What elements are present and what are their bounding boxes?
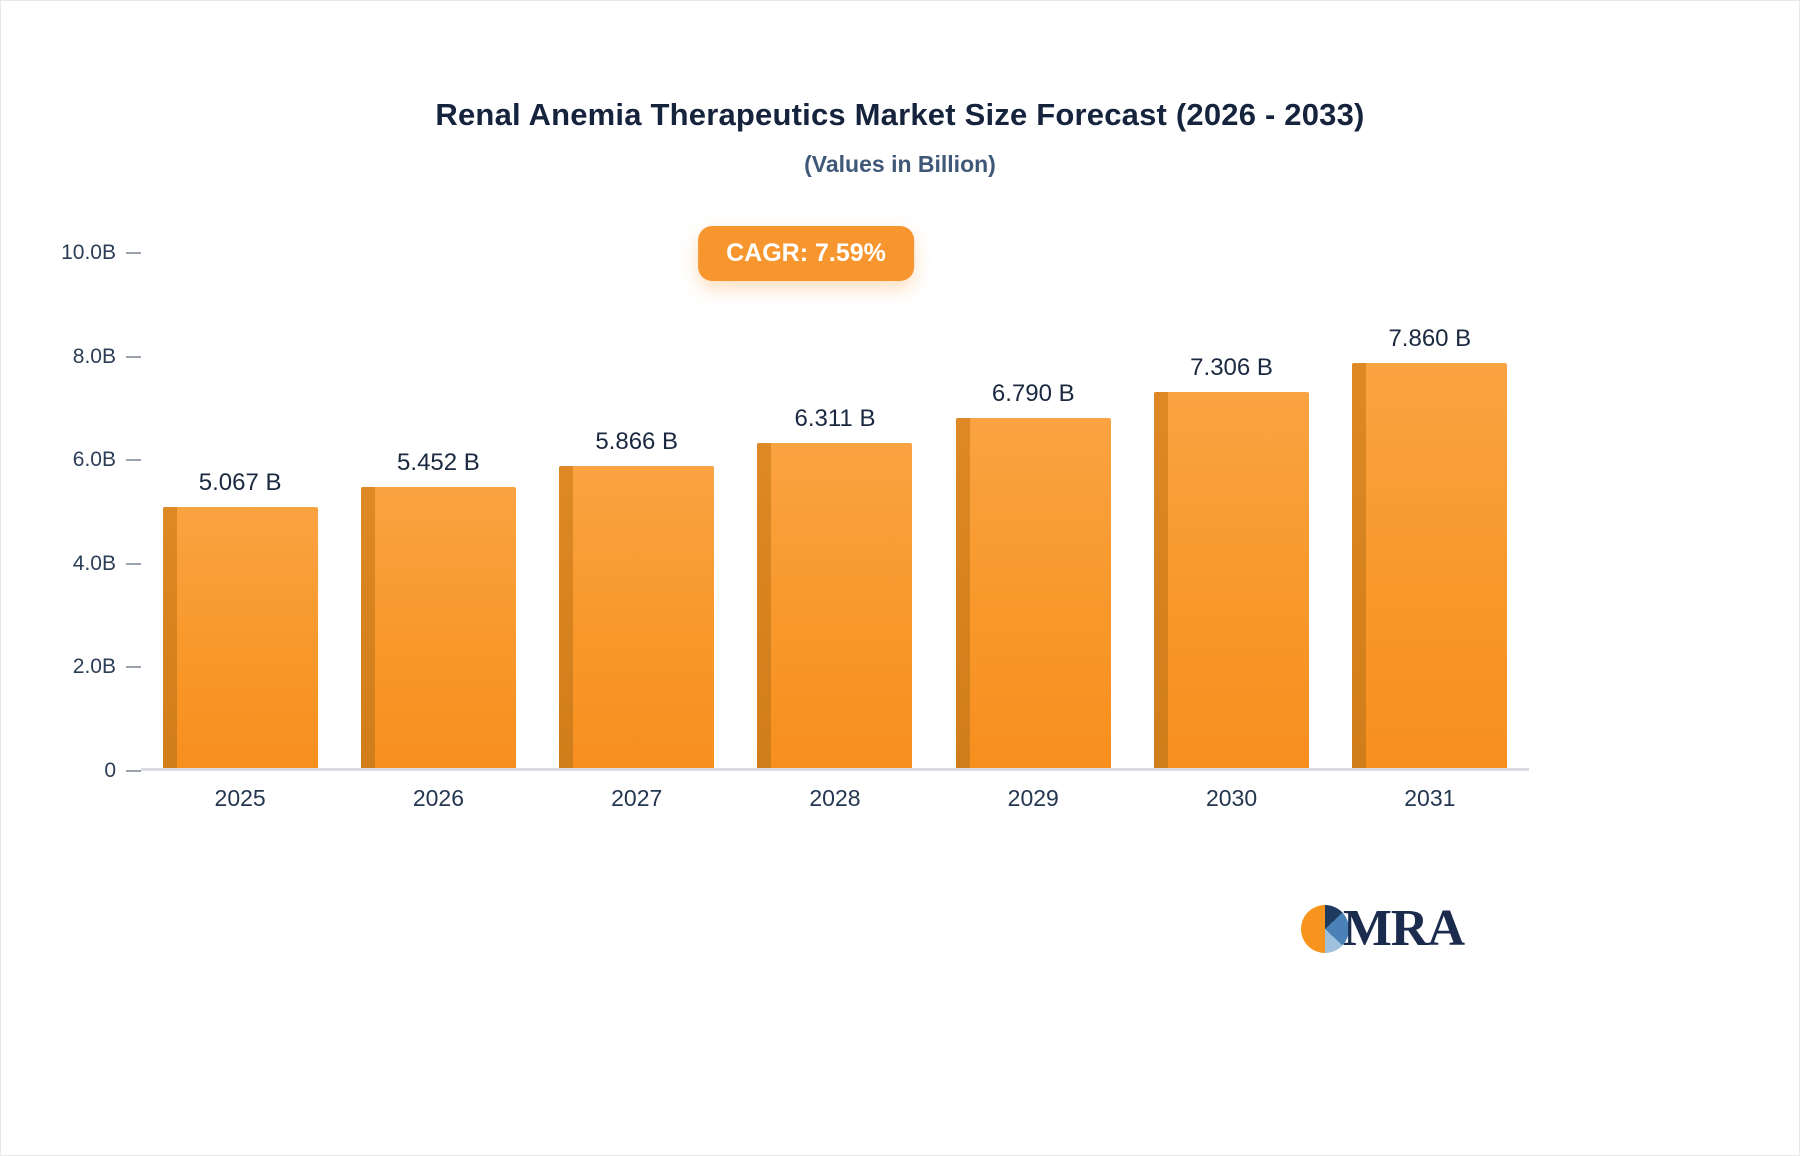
bar (360, 487, 516, 768)
y-axis: 0 2.0B 4.0B 6.0B 8.0B 10.0B (31, 241, 141, 782)
x-axis-label: 2027 (611, 785, 663, 811)
bar (955, 418, 1111, 768)
y-tick-label: 0 (104, 759, 141, 783)
bar-value-label: 7.306 B (1190, 353, 1273, 381)
y-tick-text: 8.0B (72, 344, 116, 368)
bar (757, 442, 913, 769)
bar-value-label: 7.860 B (1388, 325, 1472, 353)
bar-group: 5.866 B (538, 253, 736, 769)
chart-body: 0 2.0B 4.0B 6.0B 8.0B 10.0B 5.067 B 5.452 B 5.8… (31, 241, 1529, 782)
x-axis: 2025 2026 2027 2028 2029 2030 2031 (141, 771, 1529, 812)
bar-value-label: 5.067 B (198, 469, 282, 497)
y-tick-text: 4.0B (72, 551, 116, 575)
x-axis-label: 2025 (214, 785, 266, 811)
y-tick-mark (126, 459, 141, 462)
cagr-badge: CAGR: 7.59% (698, 226, 914, 281)
y-tick-label: 6.0B (73, 448, 141, 472)
y-tick-text: 2.0B (72, 655, 116, 679)
bar (162, 507, 318, 768)
x-axis-label: 2031 (1404, 785, 1456, 811)
plot-area: 5.067 B 5.452 B 5.866 B 6.311 B 6.790 B 7.306… (141, 253, 1529, 771)
logo-text: MRA (1342, 900, 1465, 957)
bar (559, 465, 715, 769)
x-axis-label: 2030 (1205, 785, 1258, 811)
bar-group: 5.067 B (141, 253, 339, 768)
bar-value-label: 6.790 B (991, 380, 1075, 408)
bar-value-label: 5.452 B (397, 449, 480, 477)
x-axis-label: 2028 (809, 785, 861, 811)
bar-group: 6.311 B (736, 253, 934, 769)
bar (1352, 363, 1508, 768)
y-tick-mark (126, 666, 141, 669)
y-tick-label: 2.0B (73, 655, 141, 679)
bar (1154, 391, 1310, 769)
chart-title: Renal Anemia Therapeutics Market Size Fo… (435, 97, 1365, 132)
y-tick-mark (126, 770, 141, 772)
x-axis-label: 2029 (1007, 785, 1059, 811)
y-tick-text: 10.0B (61, 241, 116, 264)
y-tick-label: 8.0B (73, 345, 141, 369)
y-tick-mark (126, 562, 141, 565)
y-tick-text: 6.0B (72, 448, 116, 472)
bar-group: 5.452 B (339, 253, 537, 768)
bar-group: 7.860 B (1331, 253, 1529, 768)
bar-group: 6.790 B (934, 253, 1132, 768)
x-axis-label: 2026 (412, 785, 464, 811)
y-tick-mark (126, 355, 141, 358)
brand-logo: MRA (1300, 899, 1465, 958)
bar-chart: 0 2.0B 4.0B 6.0B 8.0B 10.0B 5.067 B 5.452 B 5.8… (31, 241, 1529, 812)
y-tick-mark (126, 252, 141, 254)
pie-logo-icon (1300, 904, 1349, 953)
y-tick-text: 0 (104, 759, 116, 782)
bar-value-label: 5.866 B (595, 427, 679, 455)
y-tick-label: 10.0B (61, 241, 141, 265)
bar-group: 7.306 B (1132, 253, 1330, 769)
chart-subtitle: (Values in Billion) (804, 151, 996, 177)
bar-value-label: 6.311 B (794, 404, 876, 432)
y-tick-label: 4.0B (73, 552, 141, 576)
